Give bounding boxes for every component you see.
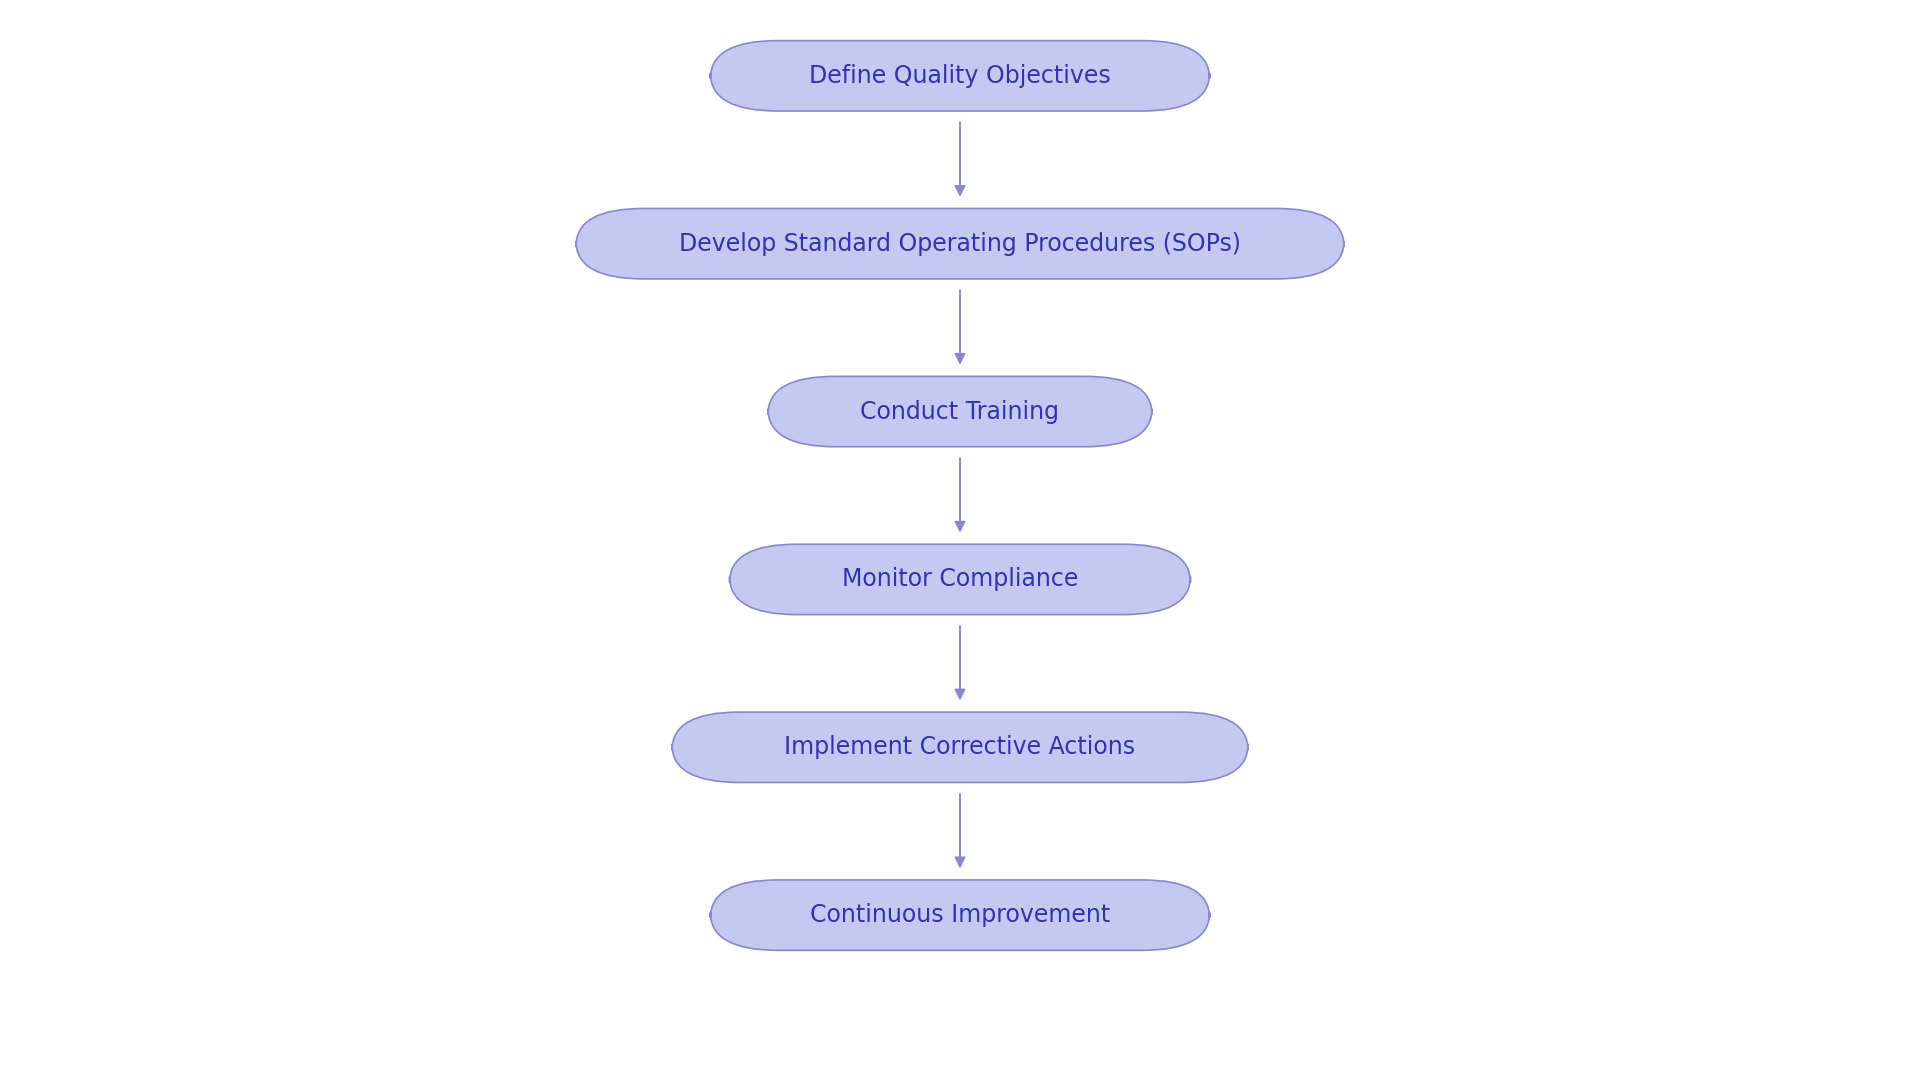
FancyBboxPatch shape xyxy=(730,544,1190,614)
FancyBboxPatch shape xyxy=(768,376,1152,446)
Text: Conduct Training: Conduct Training xyxy=(860,400,1060,423)
Text: Continuous Improvement: Continuous Improvement xyxy=(810,903,1110,927)
FancyBboxPatch shape xyxy=(710,40,1210,110)
Text: Monitor Compliance: Monitor Compliance xyxy=(841,567,1079,591)
FancyBboxPatch shape xyxy=(672,713,1248,782)
Text: Develop Standard Operating Procedures (SOPs): Develop Standard Operating Procedures (S… xyxy=(680,232,1240,256)
FancyBboxPatch shape xyxy=(710,879,1210,951)
Text: Define Quality Objectives: Define Quality Objectives xyxy=(808,64,1112,88)
FancyBboxPatch shape xyxy=(576,208,1344,278)
Text: Implement Corrective Actions: Implement Corrective Actions xyxy=(785,735,1135,759)
